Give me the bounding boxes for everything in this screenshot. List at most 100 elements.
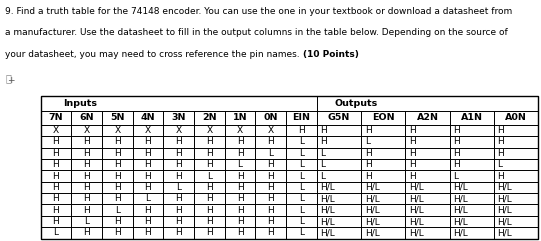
Text: H: H	[237, 183, 243, 192]
Bar	[194, 170, 225, 182]
Bar	[41, 216, 71, 227]
Text: 5N: 5N	[110, 113, 124, 122]
Text: H/L: H/L	[320, 206, 335, 215]
Text: L: L	[299, 160, 304, 169]
Bar	[494, 111, 538, 125]
Text: H: H	[409, 137, 415, 146]
Text: H/L: H/L	[365, 194, 379, 203]
Text: H: H	[114, 172, 121, 181]
Text: H: H	[206, 194, 213, 203]
Bar	[41, 136, 71, 147]
Bar	[71, 193, 102, 204]
Bar	[71, 227, 102, 239]
Text: H/L: H/L	[453, 217, 468, 226]
Bar	[361, 111, 405, 125]
Bar	[494, 216, 538, 227]
Text: 0N: 0N	[263, 113, 278, 122]
Bar	[405, 193, 450, 204]
Bar	[225, 170, 255, 182]
Bar	[255, 111, 286, 125]
Text: H/L: H/L	[365, 183, 379, 192]
Bar	[494, 227, 538, 239]
Text: X: X	[114, 126, 120, 135]
Text: H: H	[175, 206, 182, 215]
Text: H: H	[144, 228, 151, 237]
Bar	[286, 147, 317, 159]
Bar	[494, 147, 538, 159]
Text: H: H	[237, 172, 243, 181]
Bar	[102, 193, 133, 204]
Bar	[317, 111, 361, 125]
Bar	[286, 227, 317, 239]
Bar	[133, 111, 163, 125]
Text: L: L	[299, 206, 304, 215]
Bar	[317, 96, 538, 111]
Bar	[450, 136, 494, 147]
Text: H: H	[83, 228, 90, 237]
Bar	[225, 227, 255, 239]
Bar	[361, 193, 405, 204]
Bar	[225, 216, 255, 227]
Bar	[450, 170, 494, 182]
Text: H: H	[365, 160, 372, 169]
Text: H: H	[144, 206, 151, 215]
Text: H/L: H/L	[453, 194, 468, 203]
Text: H/L: H/L	[453, 228, 468, 237]
Bar	[71, 111, 102, 125]
Text: H/L: H/L	[498, 183, 512, 192]
Bar	[102, 170, 133, 182]
Text: H: H	[144, 217, 151, 226]
Text: your datasheet, you may need to cross reference the pin names.: your datasheet, you may need to cross re…	[5, 50, 303, 59]
Bar	[41, 159, 71, 170]
Bar	[255, 204, 286, 216]
Bar	[405, 136, 450, 147]
Bar	[494, 182, 538, 193]
Bar	[286, 193, 317, 204]
Text: A0N: A0N	[505, 113, 527, 122]
Bar	[71, 147, 102, 159]
Text: H: H	[175, 194, 182, 203]
Text: H/L: H/L	[365, 228, 379, 237]
Text: L: L	[84, 217, 89, 226]
Bar	[286, 170, 317, 182]
Bar	[255, 159, 286, 170]
Bar	[225, 159, 255, 170]
Bar	[163, 216, 194, 227]
Text: H: H	[365, 126, 372, 135]
Bar	[41, 170, 71, 182]
Text: H: H	[114, 160, 121, 169]
Text: H: H	[144, 183, 151, 192]
Bar	[102, 182, 133, 193]
Text: H: H	[114, 137, 121, 146]
Bar	[163, 125, 194, 136]
Text: Outputs: Outputs	[334, 99, 378, 108]
Text: H: H	[453, 126, 460, 135]
Text: H/L: H/L	[409, 194, 424, 203]
Text: H/L: H/L	[409, 183, 424, 192]
Bar	[163, 182, 194, 193]
Text: H: H	[206, 160, 213, 169]
Bar	[450, 111, 494, 125]
Text: H: H	[237, 217, 243, 226]
Bar	[317, 227, 361, 239]
Bar	[361, 147, 405, 159]
Bar	[361, 227, 405, 239]
Text: H: H	[206, 217, 213, 226]
Bar	[71, 159, 102, 170]
Bar	[194, 204, 225, 216]
Bar	[361, 136, 405, 147]
Text: H: H	[409, 149, 415, 158]
Bar	[255, 170, 286, 182]
Text: H: H	[52, 217, 60, 226]
Text: H: H	[267, 194, 274, 203]
Bar	[194, 111, 225, 125]
Bar	[494, 204, 538, 216]
Bar	[255, 136, 286, 147]
Bar	[405, 216, 450, 227]
Text: a manufacturer. Use the datasheet to fill in the output columns in the table bel: a manufacturer. Use the datasheet to fil…	[5, 28, 508, 37]
Text: X: X	[145, 126, 151, 135]
Text: H/L: H/L	[320, 183, 335, 192]
Text: H: H	[237, 194, 243, 203]
Text: H: H	[114, 194, 121, 203]
Text: L: L	[299, 172, 304, 181]
